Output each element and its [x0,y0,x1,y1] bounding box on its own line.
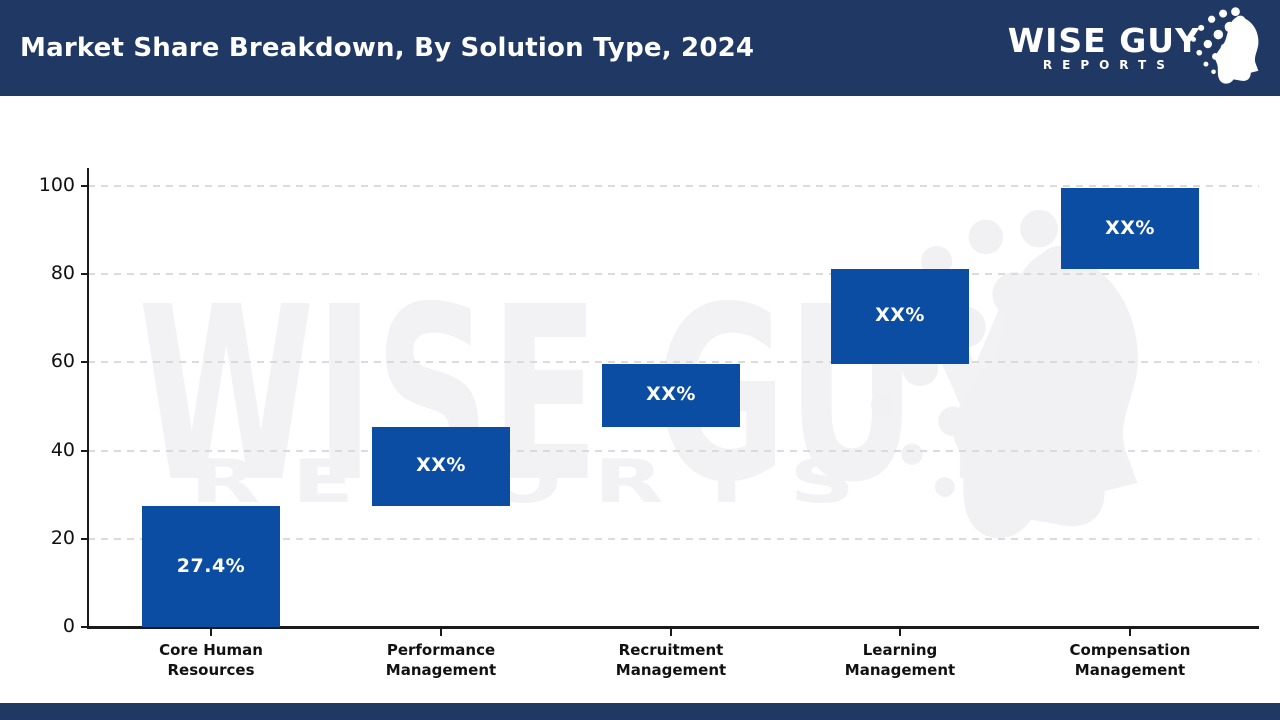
y-tick-60 [81,361,88,364]
bar-segment-5: XX% [1061,188,1199,269]
y-tick-label-100: 100 [38,174,75,196]
gridline-40 [88,449,1259,452]
bar-segment-4: XX% [831,268,969,364]
bar-value-label-1: 27.4% [176,554,246,577]
bar-value-label-2: XX% [416,454,466,477]
y-axis-line [87,168,89,629]
gridline-20 [88,537,1259,540]
category-label-3: Recruitment Management [615,641,727,680]
y-tick-100 [81,185,88,187]
brand-logo-text: WISE GUY REPORTS [1007,20,1200,73]
watermark-line2-text: R E P O R T S [190,447,855,517]
y-tick-label-60: 60 [50,350,75,373]
y-tick-0 [81,626,88,628]
category-label-5: Compensation Management [1069,641,1191,680]
x-tick-5 [1129,629,1131,636]
brand-face-icon [1191,7,1259,84]
bar-value-label-3: XX% [646,383,696,406]
x-tick-2 [440,629,442,636]
category-label-1: Core Human Resources [159,641,263,680]
x-tick-1 [210,629,212,636]
y-tick-20 [81,537,88,540]
x-tick-4 [899,629,901,636]
bar-value-label-5: XX% [1105,216,1155,239]
footer-bar [0,703,1280,720]
brand-subname: REPORTS [1042,58,1175,73]
y-tick-label-0: 0 [62,615,75,637]
bar-value-label-4: XX% [875,304,925,327]
y-tick-label-20: 20 [50,526,75,549]
gridline-60 [88,361,1259,364]
y-tick-label-80: 80 [50,262,75,285]
brand-name: WISE GUY [1007,20,1200,60]
y-tick-80 [81,273,88,276]
header-bar: Market Share Breakdown, By Solution Type… [0,0,1280,96]
x-tick-3 [670,629,672,636]
gridline-100 [88,185,1259,187]
chart-area: WISE GUY R E P O R T S 0 20 40 60 80 100 27.4%… [0,96,1280,703]
bar-segment-2: XX% [372,426,510,507]
chart-title: Market Share Breakdown, By Solution Type… [20,33,755,63]
brand-logo: WISE GUY REPORTS [1007,7,1264,87]
bar-segment-3: XX% [602,363,740,427]
gridline-80 [88,273,1259,276]
y-tick-label-40: 40 [50,438,75,461]
y-tick-40 [81,449,88,452]
category-label-2: Performance Management [385,641,497,680]
x-axis-line [87,626,1259,629]
bar-segment-1: 27.4% [142,506,280,627]
category-label-4: Learning Management [844,641,956,680]
